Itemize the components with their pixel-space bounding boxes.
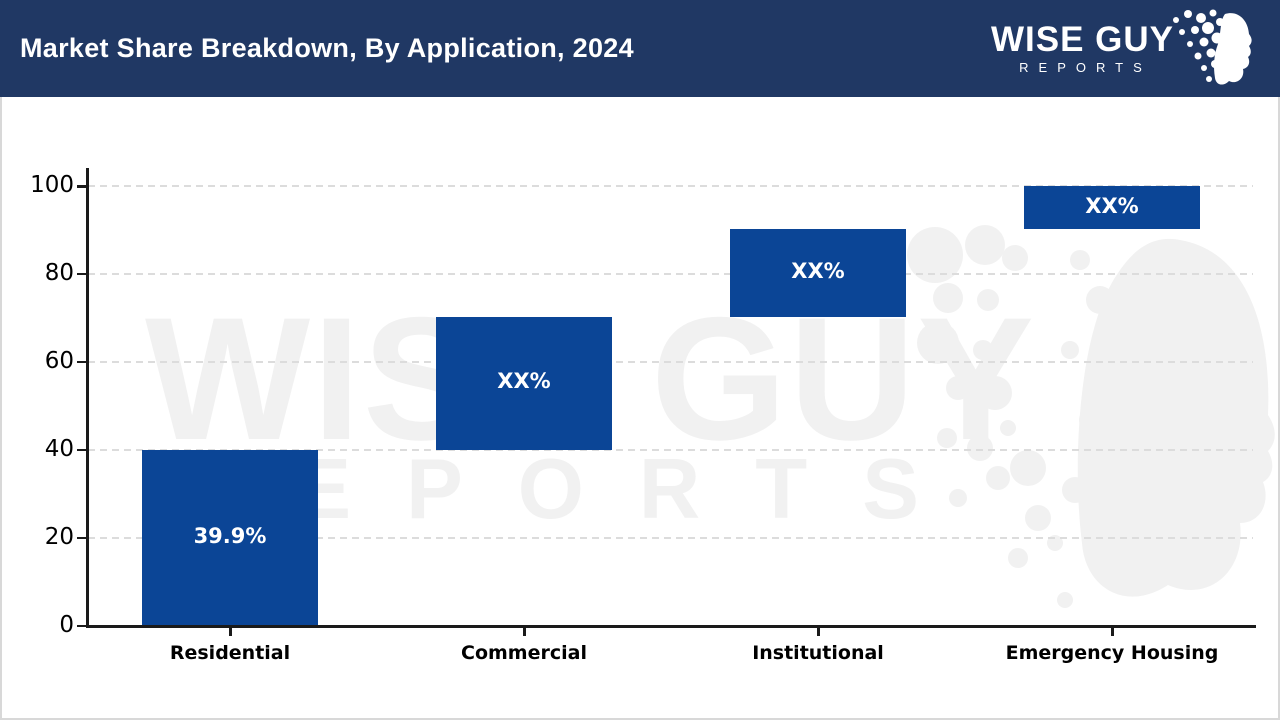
chart-canvas: WISE GUY REPORTS 0 20 40 60 80 100 39.9% Re — [0, 97, 1280, 720]
header-bar: Market Share Breakdown, By Application, … — [0, 0, 1280, 97]
grid-line — [88, 185, 1253, 187]
grid-line — [88, 360, 1253, 363]
y-tick-label: 80 — [44, 259, 74, 286]
y-tick-label: 60 — [44, 347, 74, 374]
x-axis-label: Emergency Housing — [1005, 641, 1219, 664]
wiseguy-logo: WISE GUY REPORTS — [991, 6, 1254, 92]
y-tick-label: 20 — [44, 523, 74, 550]
logo-subname: REPORTS — [1019, 60, 1152, 75]
grid-line — [88, 448, 1253, 451]
y-tick-mark — [77, 536, 86, 540]
x-axis-line — [86, 625, 1256, 628]
y-tick-mark — [77, 448, 86, 452]
y-tick-mark — [77, 272, 86, 276]
x-axis-label: Residential — [169, 641, 291, 664]
x-tick-mark — [229, 628, 232, 636]
bar: XX% — [436, 316, 612, 451]
page-title: Market Share Breakdown, By Application, … — [20, 33, 634, 63]
logo-text: WISE GUY REPORTS — [991, 22, 1174, 75]
logo-name: WISE GUY — [990, 20, 1174, 59]
bar: XX% — [1024, 186, 1200, 230]
bar-value-label: XX% — [497, 369, 551, 394]
y-tick-mark — [77, 185, 86, 188]
bar-value-label: XX% — [791, 258, 845, 283]
x-tick-mark — [1111, 628, 1114, 636]
bar: 39.9% — [142, 450, 318, 626]
grid-line — [88, 272, 1253, 275]
x-tick-mark — [523, 628, 526, 636]
face-dots-icon — [1173, 9, 1252, 85]
bar-value-label: XX% — [1085, 193, 1139, 218]
bar: XX% — [730, 229, 906, 317]
y-tick-label: 40 — [44, 435, 74, 462]
y-tick-label: 100 — [30, 172, 74, 198]
y-tick-label: 0 — [59, 611, 74, 638]
watermark-face-dots-icon — [907, 225, 1275, 608]
bar-value-label: 39.9% — [193, 523, 267, 548]
x-axis-label: Commercial — [461, 641, 587, 664]
y-tick-mark — [77, 624, 86, 627]
y-tick-mark — [77, 360, 86, 364]
y-axis-line — [86, 168, 89, 628]
x-tick-mark — [817, 628, 820, 636]
x-axis-label: Institutional — [752, 641, 884, 664]
grid-line — [88, 536, 1253, 539]
